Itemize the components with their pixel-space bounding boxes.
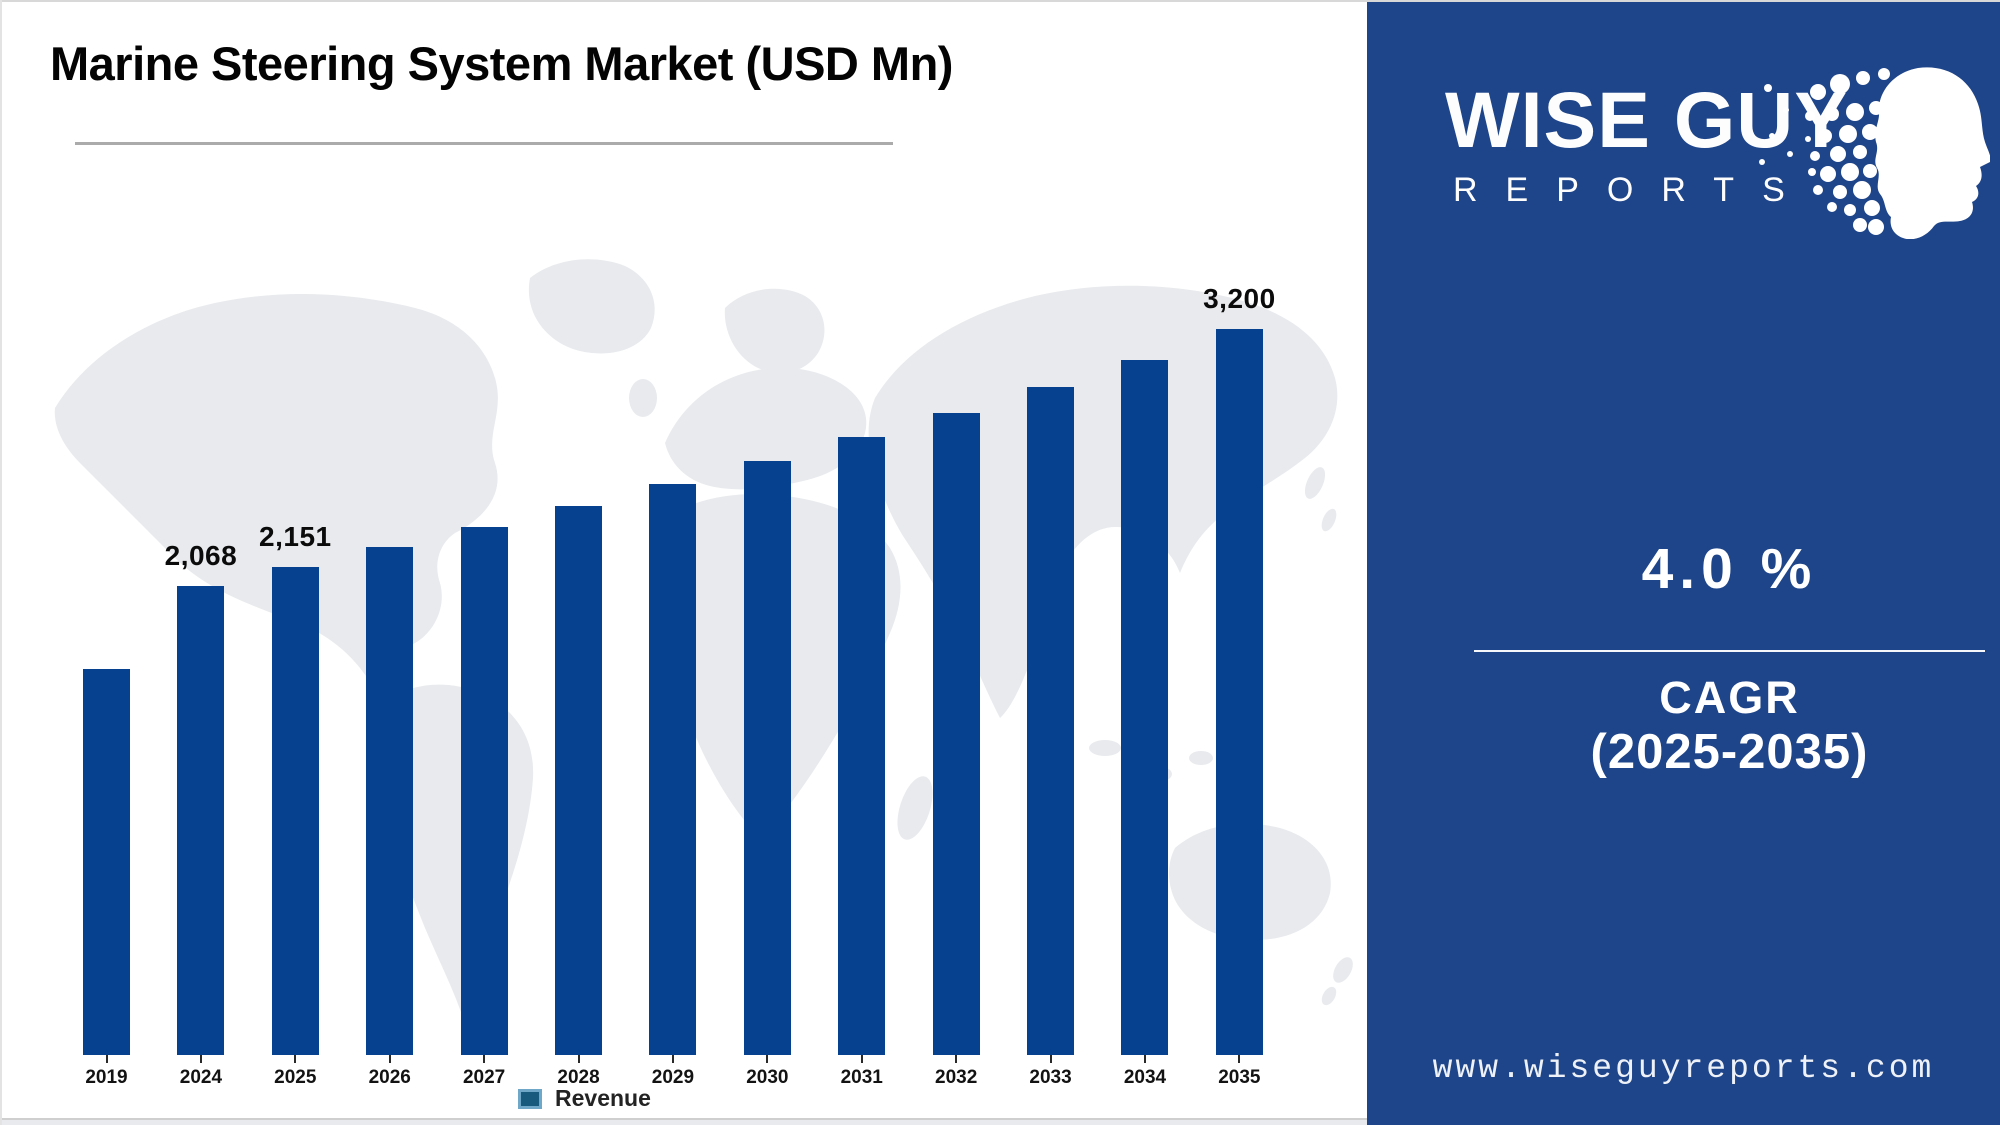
x-axis-tick	[955, 1055, 958, 1063]
bar-column-2028: 2028	[555, 329, 603, 1088]
x-axis-label: 2029	[651, 1067, 695, 1088]
brand-panel: WISE GUY REPORTS 4.0 % CAGR (2025	[1367, 0, 2000, 1125]
revenue-bar	[460, 527, 508, 1055]
x-axis-label: 2019	[85, 1067, 128, 1088]
logo-subtitle: REPORTS	[1453, 171, 1813, 209]
bar-value-label: 2,151	[259, 521, 332, 552]
x-axis-tick	[388, 1055, 391, 1063]
bar-column-2033: 2033	[1027, 329, 1075, 1088]
bar-value-label: 2,068	[164, 539, 238, 571]
bar-column-2034: 2034	[1121, 329, 1169, 1088]
legend-label: Revenue	[555, 1085, 651, 1111]
bar-column-2019: 2019	[83, 329, 130, 1088]
x-axis-tick	[1143, 1055, 1146, 1063]
x-axis-label: 2035	[1218, 1067, 1261, 1088]
revenue-bar	[555, 506, 603, 1055]
bar-column-2029: 2029	[649, 329, 697, 1088]
revenue-bar	[1215, 329, 1263, 1055]
x-axis-label: 2026	[368, 1067, 411, 1088]
chart-panel: Marine Steering System Market (USD Mn)	[0, 37, 1367, 1125]
revenue-bar	[838, 437, 886, 1055]
cagr-value: 4.0 %	[1641, 537, 1818, 601]
x-axis-tick	[1049, 1055, 1052, 1063]
x-axis-label: 2024	[179, 1067, 223, 1088]
revenue-bar	[366, 547, 414, 1055]
x-axis-label: 2030	[746, 1067, 789, 1088]
head-profile-icon	[1759, 67, 1990, 239]
page-title: Marine Steering System Market (USD Mn)	[50, 37, 953, 90]
x-axis-tick	[105, 1055, 108, 1063]
cagr-divider	[1474, 650, 1985, 652]
legend-swatch	[518, 1088, 542, 1109]
x-axis-label: 2028	[557, 1067, 600, 1088]
x-axis-label: 2032	[935, 1067, 978, 1088]
x-axis-label: 2027	[462, 1067, 506, 1088]
legend: Revenue	[518, 1085, 651, 1112]
plot-area: 2019 2,068 2024 2,151 2025 2026 2027 2028 2029 20…	[83, 283, 1275, 1088]
x-axis-label: 2025	[274, 1067, 317, 1088]
bar-column-2025: 2,151 2025	[259, 329, 331, 1088]
revenue-bar	[1027, 387, 1075, 1055]
bar-column-2032: 2032	[932, 329, 980, 1088]
revenue-bar	[271, 567, 319, 1055]
bar-column-2026: 2026	[366, 329, 414, 1088]
top-edge-border	[0, 0, 2000, 2]
cagr-range: (2025-2035)	[1590, 725, 1869, 779]
revenue-bar	[177, 585, 225, 1055]
x-axis-tick	[577, 1055, 580, 1063]
x-axis-tick	[483, 1055, 486, 1063]
revenue-bar	[743, 461, 791, 1055]
x-axis-tick	[766, 1055, 769, 1063]
x-axis-tick	[294, 1055, 297, 1063]
x-axis-tick	[1238, 1055, 1241, 1063]
bar-column-2024: 2,068 2024	[165, 329, 237, 1088]
bar-column-2035: 3,200 2035	[1203, 283, 1275, 1088]
x-axis-tick	[860, 1055, 863, 1063]
bar-column-2027: 2027	[460, 329, 508, 1088]
website-url[interactable]: www.wiseguyreports.com	[1432, 1050, 1935, 1087]
x-axis-label: 2031	[840, 1067, 883, 1088]
cagr-label: CAGR	[1659, 672, 1800, 723]
logo-wordmark: WISE GUY	[1445, 75, 1849, 164]
bottom-border-line	[0, 1118, 1367, 1120]
x-axis-label: 2034	[1123, 1067, 1167, 1088]
title-underline	[75, 142, 893, 145]
x-axis-tick	[671, 1055, 674, 1063]
revenue-bar	[83, 669, 130, 1055]
revenue-bar	[932, 412, 980, 1055]
revenue-bar	[1121, 360, 1169, 1055]
revenue-bar	[649, 484, 697, 1055]
brand-logo: WISE GUY REPORTS	[1445, 80, 1848, 210]
bar-value-label: 3,200	[1203, 283, 1276, 314]
bar-column-2031: 2031	[838, 329, 886, 1088]
left-edge-border	[0, 0, 2, 1125]
bottom-edge-strip	[0, 1120, 1367, 1125]
x-axis-tick	[199, 1055, 202, 1063]
x-axis-label: 2033	[1029, 1067, 1072, 1088]
bar-column-2030: 2030	[743, 329, 791, 1088]
